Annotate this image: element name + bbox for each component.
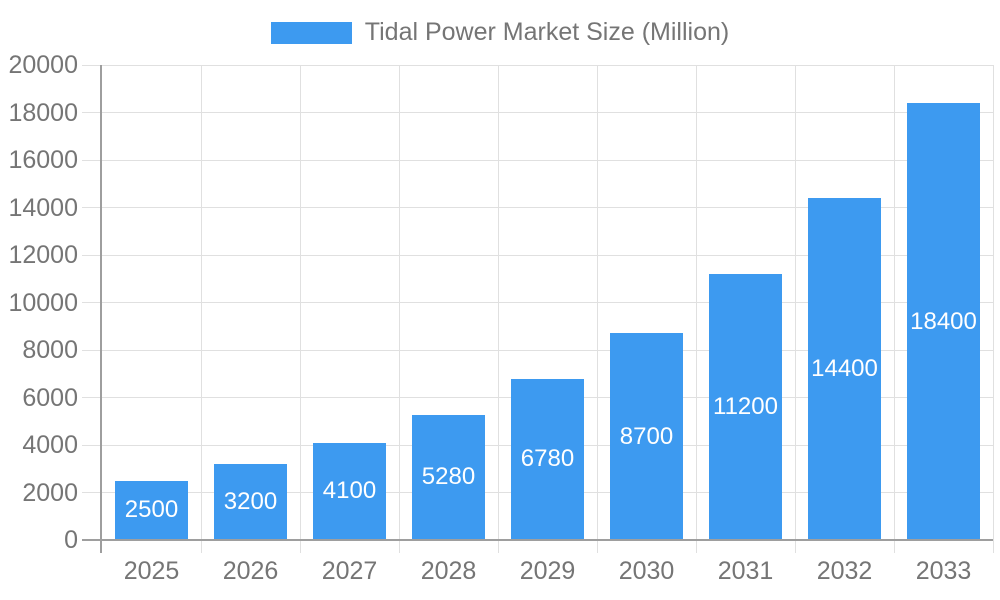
y-tick-label: 18000 xyxy=(8,98,78,127)
x-tick-label: 2033 xyxy=(915,557,972,585)
bar[interactable] xyxy=(511,378,584,540)
bar[interactable] xyxy=(907,103,980,540)
x-tick-label: 2031 xyxy=(717,557,774,585)
v-gridline xyxy=(992,65,994,553)
y-tick-label: 4000 xyxy=(22,431,78,459)
x-tick-label: 2026 xyxy=(222,557,279,585)
bar[interactable] xyxy=(709,274,782,540)
bar-value-label: 14400 xyxy=(811,355,878,382)
x-tick-label: 2029 xyxy=(519,557,576,585)
bar-value-label: 18400 xyxy=(910,307,977,335)
bar[interactable] xyxy=(808,198,881,540)
v-gridline xyxy=(299,65,301,553)
y-tick-label: 14000 xyxy=(8,193,78,222)
x-tick-label: 2028 xyxy=(420,557,477,585)
x-tick-label: 2030 xyxy=(618,557,675,585)
h-gridline xyxy=(82,207,993,208)
bar-value-label: 8700 xyxy=(619,422,674,450)
bar[interactable] xyxy=(214,464,287,540)
bar-value-label: 11200 xyxy=(713,393,778,420)
h-gridline xyxy=(82,64,993,66)
h-gridline xyxy=(82,349,993,351)
bar[interactable] xyxy=(610,333,683,540)
y-tick-label: 10000 xyxy=(8,288,78,317)
x-tick-label: 2032 xyxy=(816,557,873,585)
v-gridline xyxy=(695,65,697,553)
y-tick-label: 0 xyxy=(64,526,78,554)
v-gridline xyxy=(596,65,598,553)
v-gridline xyxy=(497,65,499,553)
x-tick-label: 2025 xyxy=(123,557,180,585)
bar-value-label: 4100 xyxy=(322,477,377,505)
h-gridline xyxy=(82,254,993,256)
y-tick-label: 20000 xyxy=(8,51,78,79)
bar[interactable] xyxy=(115,480,188,540)
y-tick-label: 12000 xyxy=(8,241,78,269)
y-tick-label: 8000 xyxy=(22,336,78,364)
v-gridline xyxy=(200,65,202,553)
bar[interactable] xyxy=(313,442,386,540)
v-gridline xyxy=(893,65,895,553)
h-gridline xyxy=(82,159,993,161)
y-tick-label: 2000 xyxy=(22,478,78,507)
bar-value-label: 3200 xyxy=(223,488,278,515)
bar-value-label: 6780 xyxy=(520,445,575,473)
v-gridline xyxy=(398,65,400,553)
v-gridline xyxy=(794,65,796,553)
x-axis-line xyxy=(82,539,993,541)
bar[interactable] xyxy=(412,414,485,540)
h-gridline xyxy=(82,112,993,113)
bar-value-label: 2500 xyxy=(124,496,179,524)
y-tick-label: 16000 xyxy=(8,146,78,174)
h-gridline xyxy=(82,302,993,303)
y-axis-line xyxy=(100,65,102,553)
bar-value-label: 5280 xyxy=(421,463,476,491)
x-tick-label: 2027 xyxy=(321,557,378,585)
y-tick-label: 6000 xyxy=(22,383,78,412)
